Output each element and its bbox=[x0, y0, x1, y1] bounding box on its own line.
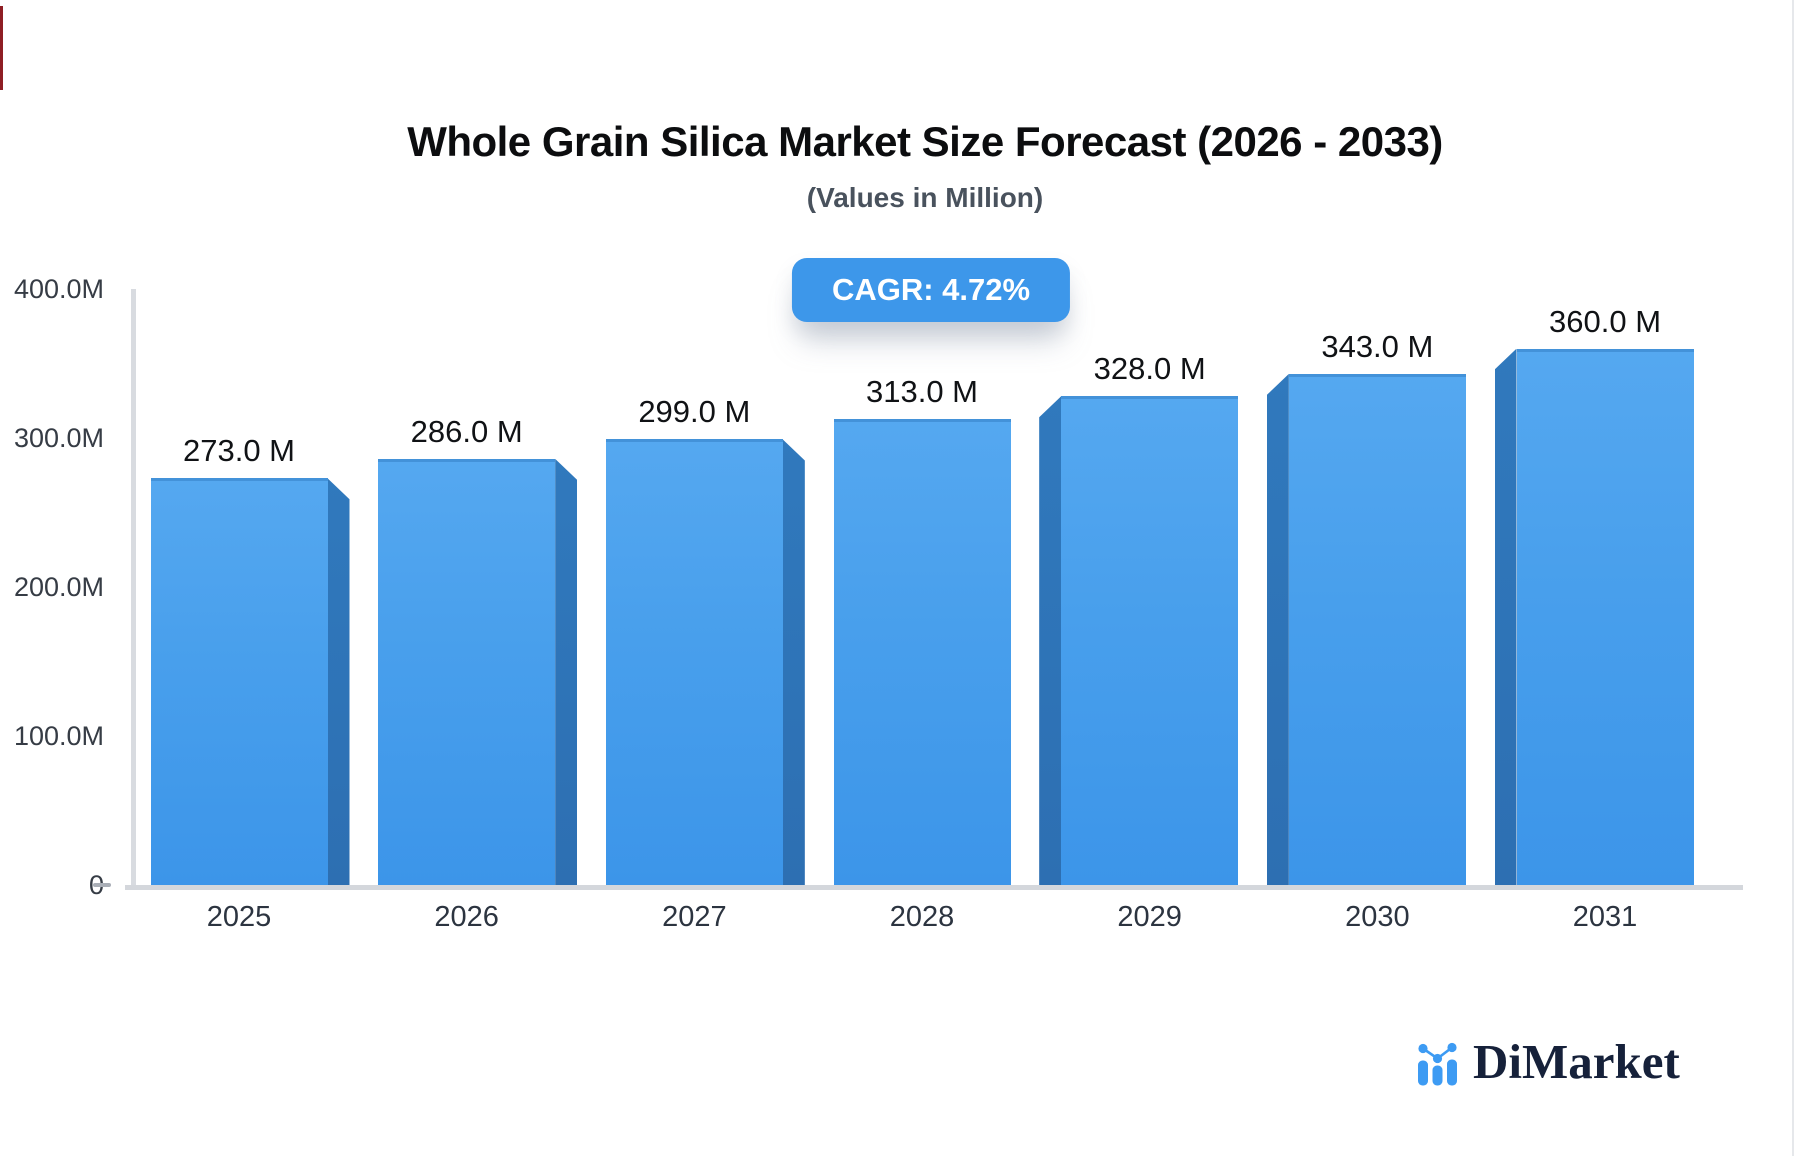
bar-3d-side-2030 bbox=[1266, 373, 1289, 885]
x-axis-baseline bbox=[125, 885, 1743, 890]
value-label-2029: 328.0 M bbox=[1093, 351, 1206, 387]
bar-2029[interactable] bbox=[1061, 396, 1239, 885]
zero-tick-mark bbox=[93, 883, 111, 887]
page-title: Whole Grain Silica Market Size Forecast … bbox=[407, 118, 1443, 165]
y-tick-label-300.0M: 300.0M bbox=[13, 423, 104, 453]
x-tick-label-2026: 2026 bbox=[434, 901, 499, 933]
bar-chart-logo-icon bbox=[1414, 1039, 1460, 1086]
value-label-2031: 360.0 M bbox=[1549, 303, 1662, 339]
x-tick-label-2025: 2025 bbox=[206, 901, 272, 933]
bar-3d-side-2026 bbox=[555, 458, 578, 885]
bar-3d-side-2031 bbox=[1494, 348, 1517, 885]
page-subtitle: (Values in Million) bbox=[806, 182, 1044, 213]
bar-3d-side-2025 bbox=[327, 478, 350, 885]
value-label-2027: 299.0 M bbox=[638, 394, 751, 430]
y-tick-label-100.0M: 100.0M bbox=[13, 721, 104, 751]
bar-2031[interactable] bbox=[1516, 348, 1694, 885]
value-label-2025: 273.0 M bbox=[182, 433, 296, 469]
bar-2026[interactable] bbox=[378, 458, 556, 885]
x-tick-label-2027: 2027 bbox=[662, 901, 727, 933]
brand-name: DiMarket bbox=[1473, 1034, 1680, 1089]
x-tick-label-2029: 2029 bbox=[1117, 901, 1182, 933]
value-label-2026: 286.0 M bbox=[410, 413, 523, 449]
bar-3d-side-2029 bbox=[1039, 396, 1062, 885]
value-label-2028: 313.0 M bbox=[865, 373, 979, 409]
bar-2027[interactable] bbox=[605, 439, 783, 885]
y-tick-label-0: 0 bbox=[0, 868, 104, 902]
right-edge-divider bbox=[1792, 0, 1794, 1156]
y-axis-line bbox=[131, 289, 136, 887]
bar-3d-side-2027 bbox=[782, 439, 805, 885]
x-tick-label-2028: 2028 bbox=[889, 901, 955, 933]
y-tick-label-400.0M: 400.0M bbox=[13, 274, 104, 304]
bar-2025[interactable] bbox=[150, 478, 328, 885]
left-edge-red-sliver bbox=[0, 6, 3, 90]
bar-2030[interactable] bbox=[1288, 373, 1466, 885]
brand-logo[interactable]: DiMarket bbox=[1414, 1036, 1680, 1088]
x-tick-label-2030: 2030 bbox=[1345, 901, 1410, 933]
value-label-2030: 343.0 M bbox=[1321, 328, 1434, 364]
y-tick-label-200.0M: 200.0M bbox=[13, 572, 104, 602]
bar-2028[interactable] bbox=[833, 418, 1011, 885]
cagr-badge: CAGR: 4.72% bbox=[791, 258, 1071, 322]
x-tick-label-2031: 2031 bbox=[1572, 901, 1638, 933]
